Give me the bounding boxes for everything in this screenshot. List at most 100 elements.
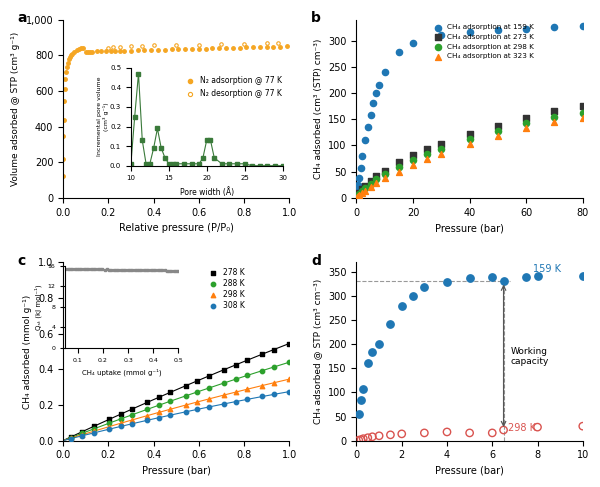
CH₄ adsorption at 323 K — [371, 179, 381, 187]
278 K — [154, 393, 164, 401]
308 K — [269, 391, 279, 398]
308 K — [104, 425, 114, 433]
CH₄ adsorption at 323 K — [358, 189, 367, 197]
CH₄ adsorption at 298 K — [493, 127, 503, 134]
CH₄ adsorption at 298 K — [578, 109, 587, 117]
CH₄ adsorption at 323 K — [422, 155, 432, 163]
CH₄ adsorption at 273 K — [352, 193, 362, 201]
278 K — [143, 398, 152, 406]
278 K — [89, 423, 98, 431]
N₂ adsorption @ 77 K — [134, 47, 141, 53]
CH₄ adsorption at 159 K — [353, 181, 363, 189]
288 K — [89, 425, 98, 433]
N₂ desorption @ 77 K — [127, 43, 134, 49]
CH₄ adsorption at 298 K — [521, 119, 531, 127]
CH₄ adsorption at 273 K — [437, 140, 446, 148]
Point — [386, 431, 395, 439]
Point — [533, 423, 542, 431]
288 K — [77, 430, 87, 437]
Y-axis label: CH₄ adsorbed @ STP (cm³ cm⁻³): CH₄ adsorbed @ STP (cm³ cm⁻³) — [314, 279, 323, 424]
Point — [533, 272, 542, 280]
308 K — [242, 395, 252, 403]
288 K — [242, 372, 252, 379]
308 K — [219, 400, 229, 408]
Point — [408, 292, 418, 300]
298 K — [231, 388, 241, 396]
N₂ desorption @ 77 K — [274, 40, 281, 46]
Point — [578, 422, 587, 430]
N₂ adsorption @ 77 K — [283, 43, 290, 49]
Point — [363, 359, 373, 367]
CH₄ adsorption at 159 K — [355, 174, 364, 182]
298 K — [77, 431, 87, 439]
Point — [521, 273, 531, 281]
Point — [368, 349, 377, 356]
278 K — [104, 415, 114, 423]
CH₄ adsorption at 298 K — [360, 185, 370, 192]
CH₄ adsorption at 273 K — [465, 130, 475, 138]
Text: b: b — [311, 11, 321, 25]
288 K — [66, 434, 76, 442]
288 K — [166, 397, 175, 405]
CH₄ adsorption at 159 K — [493, 26, 503, 34]
298 K — [127, 416, 137, 424]
CH₄ adsorption at 273 K — [366, 177, 376, 185]
Point — [397, 302, 407, 310]
CH₄ adsorption at 273 K — [550, 108, 559, 115]
288 K — [154, 401, 164, 409]
CH₄ adsorption at 159 K — [371, 89, 381, 97]
Point — [419, 282, 429, 290]
CH₄ adsorption at 323 K — [465, 140, 475, 148]
Point — [397, 430, 407, 438]
CH₄ adsorption at 298 K — [380, 170, 389, 178]
CH₄ adsorption at 159 K — [353, 186, 363, 193]
298 K — [181, 401, 191, 409]
298 K — [166, 405, 175, 413]
288 K — [127, 411, 137, 419]
Point — [354, 436, 364, 444]
308 K — [193, 406, 202, 413]
288 K — [193, 388, 202, 396]
288 K — [269, 363, 279, 371]
CH₄ adsorption at 298 K — [355, 190, 364, 198]
288 K — [116, 415, 125, 423]
278 K — [257, 350, 267, 358]
CH₄ adsorption at 298 K — [394, 163, 404, 171]
CH₄ adsorption at 159 K — [366, 111, 376, 119]
278 K — [127, 405, 137, 413]
288 K — [231, 375, 241, 383]
288 K — [204, 384, 214, 392]
CH₄ adsorption at 159 K — [360, 136, 370, 144]
CH₄ adsorption at 298 K — [408, 156, 418, 164]
CH₄ adsorption at 323 K — [355, 191, 364, 199]
X-axis label: Pressure (bar): Pressure (bar) — [435, 466, 504, 476]
308 K — [166, 411, 175, 419]
N₂ desorption @ 77 K — [173, 42, 180, 48]
N₂ adsorption @ 77 K — [121, 48, 128, 54]
Point — [368, 433, 377, 441]
N₂ desorption @ 77 K — [116, 44, 123, 50]
N₂ desorption @ 77 K — [218, 41, 225, 47]
278 K — [242, 356, 252, 364]
N₂ adsorption @ 77 K — [64, 60, 71, 66]
Text: 159 K: 159 K — [533, 264, 561, 274]
Point — [358, 385, 368, 393]
278 K — [231, 361, 241, 369]
CH₄ adsorption at 323 K — [408, 161, 418, 169]
CH₄ adsorption at 298 K — [371, 176, 381, 184]
N₂ desorption @ 77 K — [139, 43, 146, 49]
278 K — [193, 377, 202, 385]
N₂ desorption @ 77 K — [263, 40, 270, 46]
N₂ adsorption @ 77 K — [141, 47, 148, 53]
CH₄ adsorption at 323 K — [360, 187, 370, 195]
298 K — [204, 395, 214, 403]
CH₄ adsorption at 298 K — [437, 145, 446, 152]
298 K — [284, 375, 294, 383]
278 K — [166, 389, 175, 396]
N₂ adsorption @ 77 K — [59, 173, 67, 179]
298 K — [89, 427, 98, 435]
CH₄ adsorption at 323 K — [353, 193, 362, 201]
308 K — [89, 429, 98, 437]
CH₄ adsorption at 273 K — [355, 189, 364, 197]
308 K — [143, 416, 152, 424]
